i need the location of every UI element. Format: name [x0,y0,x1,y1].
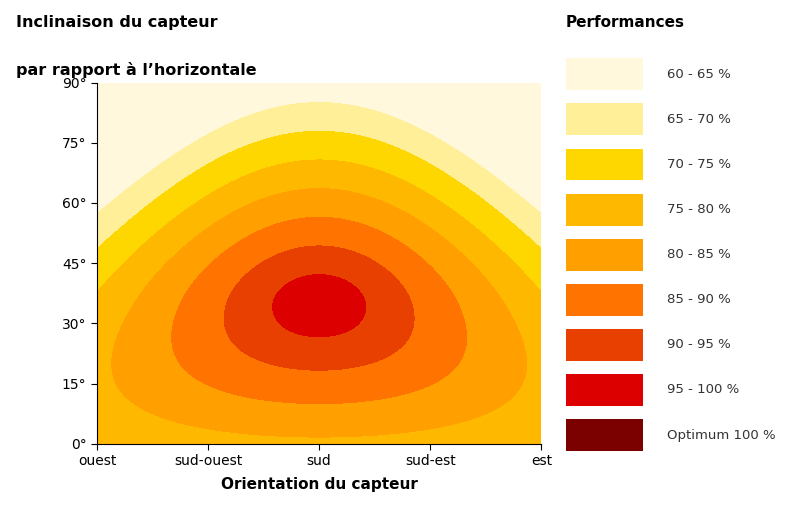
Bar [566,284,643,316]
Bar [566,149,643,181]
Text: 70 - 75 %: 70 - 75 % [667,158,731,171]
Text: 90 - 95 %: 90 - 95 % [667,338,731,351]
Bar [566,239,643,270]
Text: 65 - 70 %: 65 - 70 % [667,113,731,126]
Bar [566,374,643,406]
Text: 60 - 65 %: 60 - 65 % [667,68,731,81]
Text: 75 - 80 %: 75 - 80 % [667,203,731,216]
Text: 95 - 100 %: 95 - 100 % [667,383,739,396]
Text: par rapport à l’horizontale: par rapport à l’horizontale [16,62,257,78]
Bar [566,419,643,451]
Bar [566,329,643,361]
Bar [566,194,643,225]
Bar [566,104,643,135]
Text: 85 - 90 %: 85 - 90 % [667,293,731,307]
Text: Inclinaison du capteur: Inclinaison du capteur [16,15,218,30]
Text: Performances: Performances [566,15,684,30]
Text: Optimum 100 %: Optimum 100 % [667,429,776,442]
Bar [566,58,643,90]
X-axis label: Orientation du capteur: Orientation du capteur [221,476,418,492]
Text: 80 - 85 %: 80 - 85 % [667,248,731,261]
